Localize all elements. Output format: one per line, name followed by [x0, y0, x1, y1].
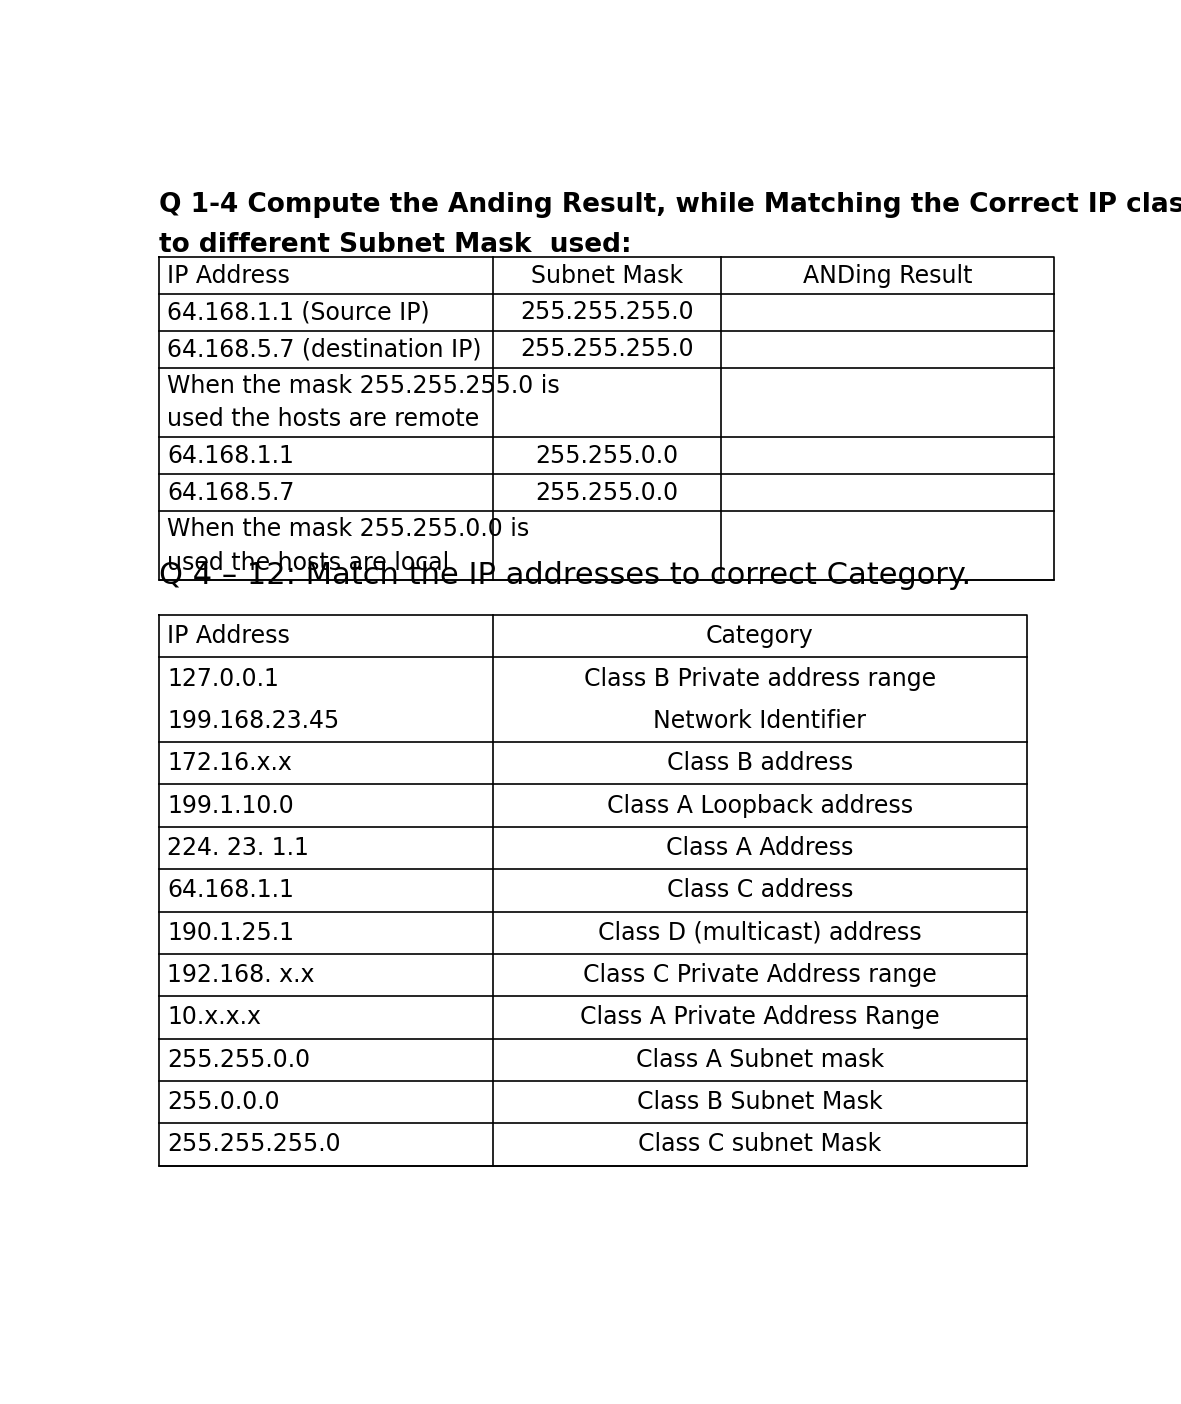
Text: 255.255.255.0: 255.255.255.0 [520, 337, 693, 361]
Text: 255.255.0.0: 255.255.0.0 [167, 1047, 311, 1071]
Text: 190.1.25.1: 190.1.25.1 [167, 921, 294, 945]
Text: Class A Loopback address: Class A Loopback address [607, 793, 913, 817]
Text: 64.168.1.1 (Source IP): 64.168.1.1 (Source IP) [167, 300, 430, 324]
Text: IP Address: IP Address [167, 625, 289, 649]
Text: Class B Subnet Mask: Class B Subnet Mask [637, 1090, 882, 1115]
Text: Class C address: Class C address [667, 879, 853, 903]
Text: Class D (multicast) address: Class D (multicast) address [598, 921, 921, 945]
Text: 127.0.0.1: 127.0.0.1 [167, 667, 279, 691]
Text: Subnet Mask: Subnet Mask [530, 264, 683, 288]
Text: Class A Address: Class A Address [666, 835, 854, 861]
Text: Class A Private Address Range: Class A Private Address Range [580, 1005, 940, 1029]
Text: ANDing Result: ANDing Result [803, 264, 972, 288]
Text: 192.168. x.x: 192.168. x.x [167, 963, 314, 987]
Text: When the mask 255.255.0.0 is
used the hosts are local: When the mask 255.255.0.0 is used the ho… [167, 517, 529, 574]
Text: 64.168.5.7: 64.168.5.7 [167, 480, 294, 504]
Text: IP Address: IP Address [167, 264, 289, 288]
Text: 255.255.0.0: 255.255.0.0 [535, 444, 678, 468]
Text: 64.168.1.1: 64.168.1.1 [167, 879, 294, 903]
Text: Class B Private address range: Class B Private address range [583, 667, 935, 691]
Text: Q 1-4 Compute the Anding Result, while Matching the Correct IP class Addresses: Q 1-4 Compute the Anding Result, while M… [159, 191, 1181, 218]
Text: 10.x.x.x: 10.x.x.x [167, 1005, 261, 1029]
Text: 224. 23. 1.1: 224. 23. 1.1 [167, 835, 309, 861]
Text: to different Subnet Mask  used:: to different Subnet Mask used: [159, 232, 632, 258]
Text: 64.168.5.7 (destination IP): 64.168.5.7 (destination IP) [167, 337, 482, 361]
Text: 64.168.1.1: 64.168.1.1 [167, 444, 294, 468]
Text: Q 4 – 12: Match the IP addresses to correct Category.: Q 4 – 12: Match the IP addresses to corr… [159, 562, 972, 590]
Text: Category: Category [706, 625, 814, 649]
Text: Network Identifier: Network Identifier [653, 709, 867, 733]
Text: Class A Subnet mask: Class A Subnet mask [635, 1047, 883, 1071]
Text: 172.16.x.x: 172.16.x.x [167, 751, 292, 775]
Text: Class B address: Class B address [667, 751, 853, 775]
Text: Class C Private Address range: Class C Private Address range [583, 963, 937, 987]
Text: Class C subnet Mask: Class C subnet Mask [638, 1133, 881, 1157]
Text: 255.0.0.0: 255.0.0.0 [167, 1090, 280, 1115]
Text: 255.255.255.0: 255.255.255.0 [167, 1133, 340, 1157]
Text: 255.255.255.0: 255.255.255.0 [520, 300, 693, 324]
Text: 199.1.10.0: 199.1.10.0 [167, 793, 294, 817]
Bar [159, 257, 1055, 580]
Text: When the mask 255.255.255.0 is
used the hosts are remote: When the mask 255.255.255.0 is used the … [167, 373, 560, 431]
Text: 255.255.0.0: 255.255.0.0 [535, 480, 678, 504]
Text: 199.168.23.45: 199.168.23.45 [167, 709, 339, 733]
Bar [159, 615, 1027, 1165]
